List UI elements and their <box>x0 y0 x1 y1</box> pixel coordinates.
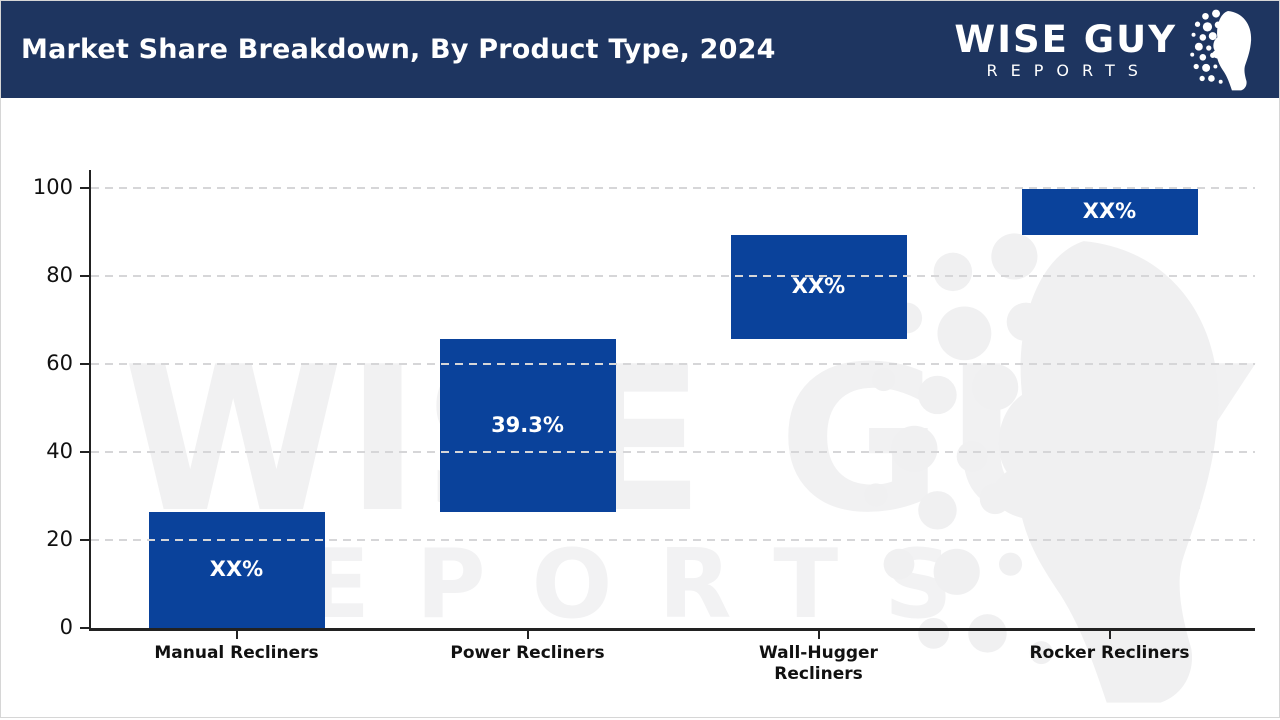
y-tick-mark <box>80 538 89 541</box>
x-tick-mark <box>235 631 238 639</box>
x-tick-mark <box>1108 631 1111 639</box>
y-tick-mark <box>80 186 89 189</box>
plot-area: 0 20 40 60 80 100 XX% Manual Recliners 39.3% Powe… <box>33 170 1255 684</box>
gridline <box>91 450 1255 453</box>
logo-text: WISE GUY REPORTS <box>954 21 1177 79</box>
gridline <box>91 362 1255 365</box>
bar: XX% <box>1021 188 1198 235</box>
x-tick-label: Power Recliners <box>450 643 605 663</box>
y-tick-mark <box>80 274 89 277</box>
y-tick-label: 80 <box>46 262 73 287</box>
watermark-head-icon <box>864 233 1219 703</box>
x-tick-label: Manual Recliners <box>154 643 319 663</box>
bar: XX% <box>730 234 907 340</box>
gridline <box>91 186 1255 189</box>
bar: XX% <box>148 512 325 628</box>
bar-value-label: XX% <box>791 273 846 298</box>
y-tick-label: 100 <box>32 174 73 199</box>
x-tick-mark <box>526 631 529 639</box>
y-tick-mark <box>80 450 89 453</box>
y-tick-label: 40 <box>46 438 73 463</box>
bar-value-label: 39.3% <box>491 412 564 437</box>
x-tick-mark <box>817 631 820 639</box>
y-tick-mark <box>80 627 89 629</box>
gridline <box>91 538 1255 541</box>
chart-title: Market Share Breakdown, By Product Type,… <box>21 34 776 65</box>
bar: 39.3% <box>439 339 616 513</box>
y-tick-label: 20 <box>46 526 73 551</box>
header: Market Share Breakdown, By Product Type,… <box>1 1 1279 98</box>
x-tick-label: Wall-Hugger Recliners <box>759 643 878 685</box>
y-tick-label: 60 <box>46 350 73 375</box>
x-tick-label: Rocker Recliners <box>1029 643 1190 663</box>
logo-wordmark: WISE GUY <box>954 17 1177 61</box>
y-tick-mark <box>80 362 89 365</box>
chart-area: WISE GUY REPORTS 0 20 40 60 80 100 XX% Manual R… <box>1 98 1279 717</box>
gridline <box>91 274 1255 277</box>
bar-value-label: XX% <box>209 557 264 582</box>
bar-value-label: XX% <box>1082 198 1137 223</box>
y-tick-label: 0 <box>59 615 73 639</box>
wise-guy-logo: WISE GUY REPORTS <box>954 7 1265 93</box>
logo-head-icon <box>1190 9 1252 90</box>
logo-subtitle: REPORTS <box>986 60 1151 80</box>
